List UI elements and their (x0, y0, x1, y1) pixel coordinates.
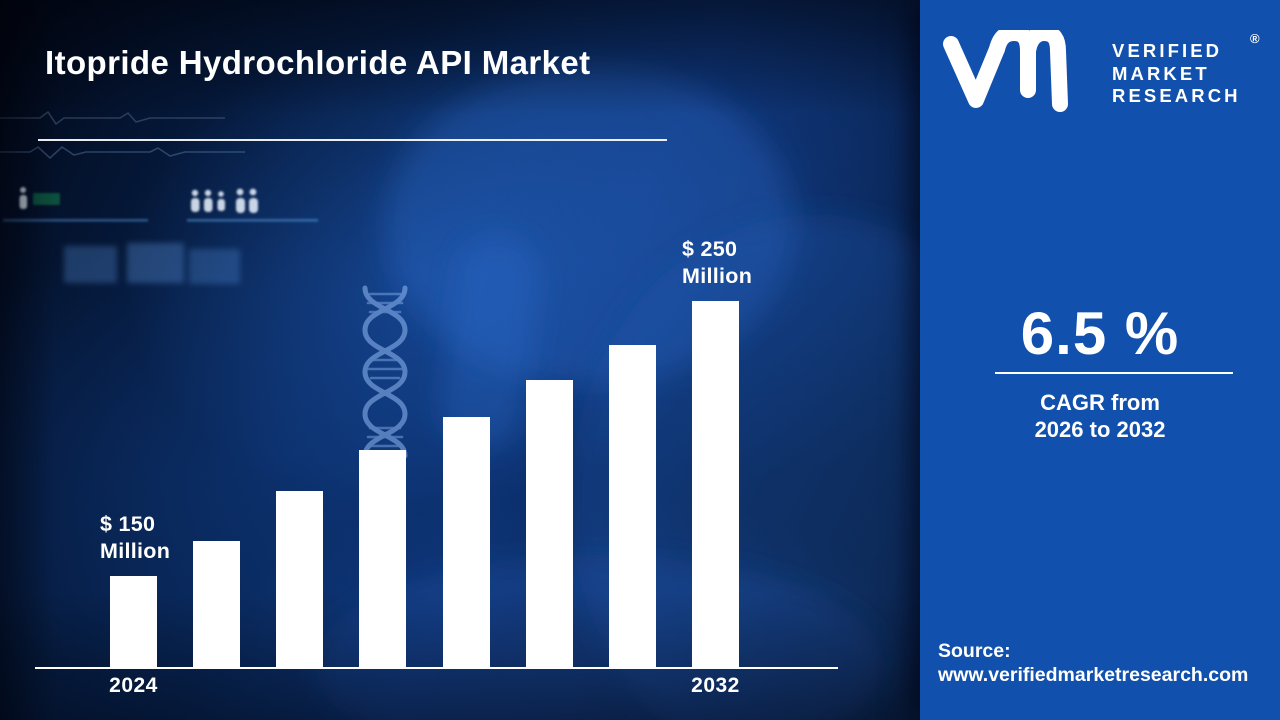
cagr-caption: CAGR from 2026 to 2032 (920, 389, 1280, 443)
bar-8 (692, 301, 739, 668)
registered-trademark-icon: ® (1250, 31, 1260, 46)
bar-chart: 2024 $ 150 Million 2032 $ 250 Million (35, 237, 838, 697)
bar-7 (608, 345, 656, 668)
brand-line-2: MARKET (1112, 62, 1210, 84)
value-label-8: $ 250 Million (682, 237, 753, 288)
title-underline (38, 139, 667, 141)
cagr-value: 6.5 % (1020, 300, 1180, 367)
page-title: Itopride Hydrochloride API Market (45, 44, 591, 81)
vmr-logo-icon (943, 30, 1068, 112)
source-url: www.verifiedmarketresearch.com (938, 663, 1249, 686)
bar-2 (193, 541, 241, 668)
source-block: Source: www.verifiedmarketresearch.com (938, 640, 1248, 687)
x-axis-line (35, 667, 838, 669)
x-tick-label-2032: 2032 (691, 674, 740, 697)
bar-1 (110, 576, 157, 668)
x-tick-label-2024: 2024 (109, 674, 158, 697)
cagr-underline (995, 372, 1233, 374)
brand-line-1: VERIFIED (1112, 40, 1223, 61)
bar-4 (359, 450, 407, 668)
value-label-1: $ 150 Million (100, 512, 171, 563)
cagr-caption-line-2: 2026 to 2032 (1034, 417, 1166, 442)
brand-wordmark: VERIFIED MARKET RESEARCH (1112, 40, 1241, 108)
bar-6 (525, 380, 573, 668)
bar-3 (276, 491, 324, 668)
cagr-caption-line-1: CAGR from (1040, 390, 1160, 415)
source-label: Source: (938, 640, 1011, 662)
chart-canvas: Itopride Hydrochloride API Market 2024 $ … (0, 0, 920, 720)
bar-5 (442, 417, 490, 668)
brand-line-3: RESEARCH (1112, 85, 1241, 106)
brand-panel: VERIFIED MARKET RESEARCH ® 6.5 % CAGR fr… (920, 0, 1280, 720)
